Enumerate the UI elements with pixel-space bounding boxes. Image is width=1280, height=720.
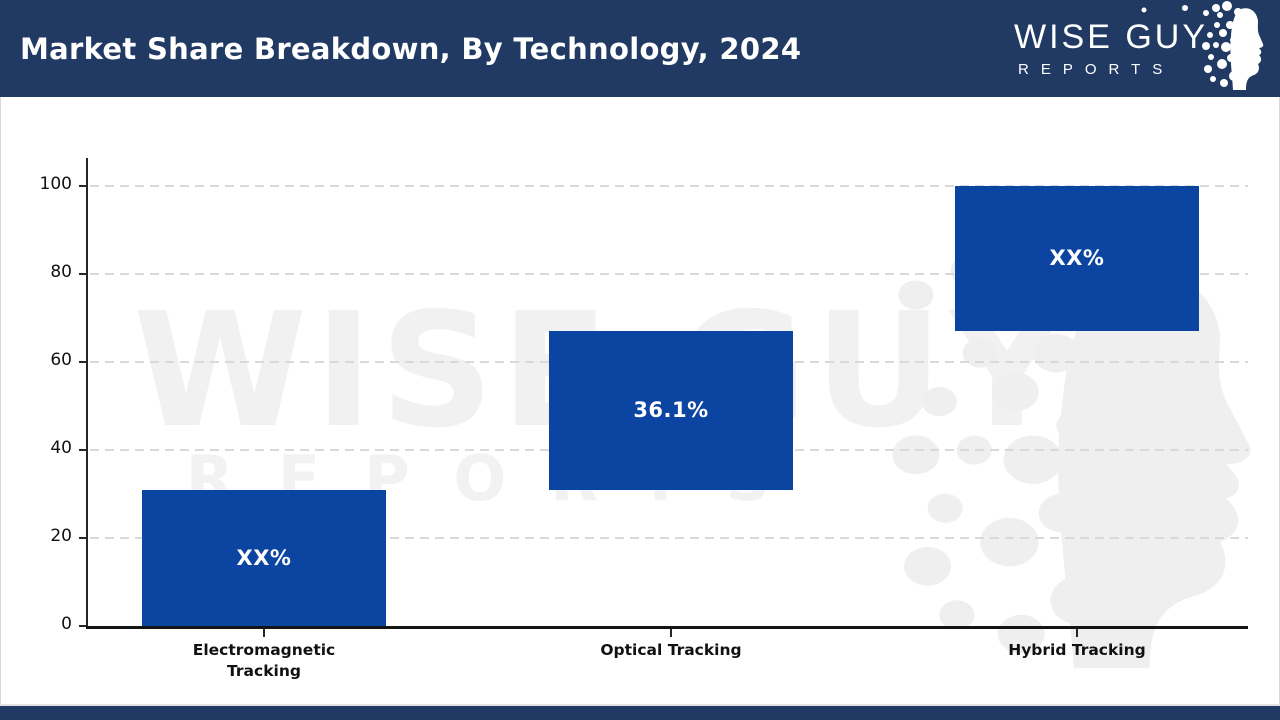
bar-hybrid-tracking: XX% [955, 186, 1199, 331]
bar-value-label: XX% [236, 545, 292, 570]
gridline [90, 273, 1248, 275]
header-banner: Market Share Breakdown, By Technology, 2… [0, 0, 1280, 97]
face-dots-icon [1202, 1, 1264, 90]
y-axis-tick-label: 20 [50, 526, 72, 546]
y-axis-tick-label: 80 [50, 262, 72, 282]
y-axis-tick-label: 40 [50, 438, 72, 458]
y-axis-line [86, 158, 88, 629]
x-axis-tick [1076, 629, 1078, 637]
bar-optical-tracking: 36.1% [549, 330, 793, 490]
y-axis-tick [79, 537, 87, 539]
y-axis-tick [79, 625, 87, 627]
x-axis-category-label: Optical Tracking [600, 641, 742, 659]
y-axis-tick-label: 0 [61, 614, 72, 634]
y-axis-tick [79, 273, 87, 275]
x-axis-tick [670, 629, 672, 637]
logo-wordmark: WISE GUY [1014, 18, 1208, 56]
bar-value-label: XX% [1049, 246, 1105, 271]
y-axis-tick [79, 361, 87, 363]
bar-electromagnetic-tracking: XX% [142, 489, 386, 626]
x-axis-tick [263, 629, 265, 637]
x-axis-line [86, 626, 1248, 629]
footer-bar [0, 704, 1280, 720]
y-axis-tick [79, 449, 87, 451]
x-axis-category-label: Hybrid Tracking [1008, 641, 1146, 659]
wise-guy-reports-logo: WISE GUY REPORTS [1014, 1, 1264, 90]
bar-value-label: 36.1% [633, 398, 709, 423]
x-axis-category-label: Electromagnetic Tracking [192, 641, 336, 680]
gridline [90, 185, 1248, 187]
y-axis-tick [79, 185, 87, 187]
logo-subtext: REPORTS [1018, 61, 1174, 78]
y-axis-tick-label: 100 [39, 174, 72, 194]
chart-title: Market Share Breakdown, By Technology, 2… [20, 31, 802, 66]
y-axis-tick-label: 60 [50, 350, 72, 370]
gridline [90, 537, 1248, 539]
